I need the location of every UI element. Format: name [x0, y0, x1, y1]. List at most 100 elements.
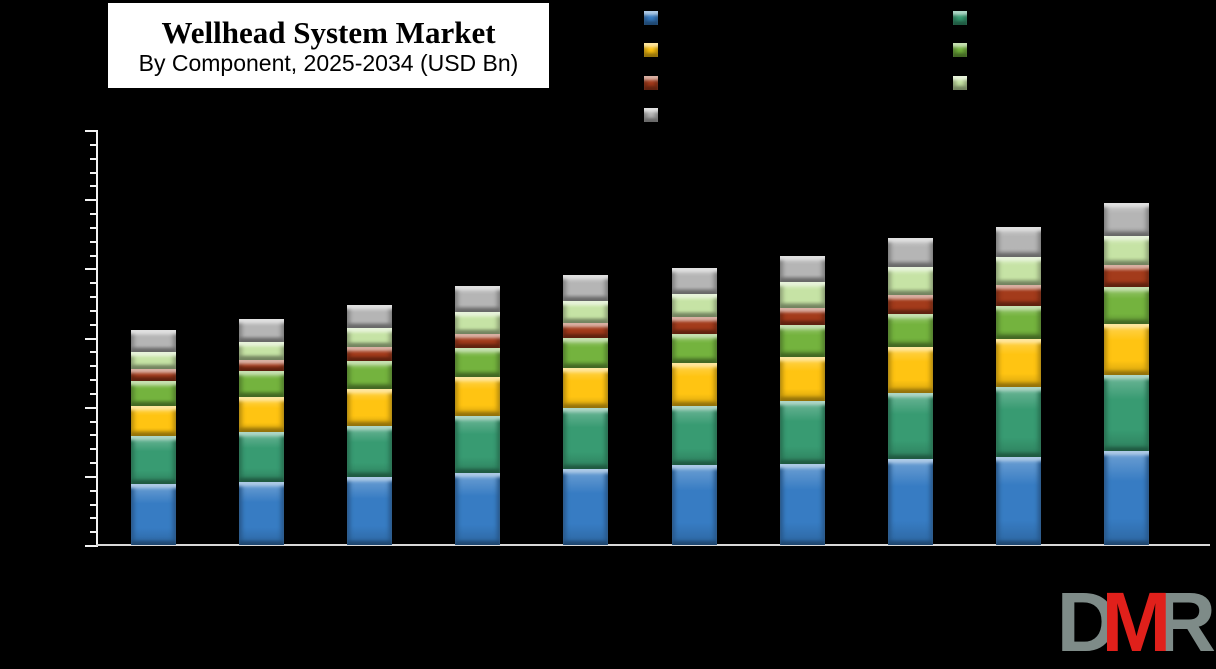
bar-segment-series-gray	[347, 305, 392, 328]
x-axis-label: 2032	[895, 551, 925, 566]
legend-key-series-teal-green	[953, 11, 967, 25]
x-axis-label: 2033	[1003, 551, 1033, 566]
bar-segment-series-blue	[996, 457, 1041, 545]
y-axis-tick	[85, 268, 96, 270]
y-axis-tick	[90, 517, 96, 519]
y-axis-tick	[90, 296, 96, 298]
bar-segment-series-blue	[672, 465, 717, 545]
bar-segment-series-teal-green	[239, 432, 284, 482]
y-axis-tick	[90, 144, 96, 146]
y-axis-tick	[85, 199, 96, 201]
bar-segment-series-blue	[347, 477, 392, 545]
bar-segment-series-teal-green	[672, 406, 717, 465]
bar-segment-series-dark-red	[239, 360, 284, 371]
logo-letter-r: R	[1155, 575, 1216, 669]
bar-segment-series-yellow	[239, 397, 284, 432]
x-axis-line	[96, 544, 1210, 546]
bar-segment-series-yellow	[455, 377, 500, 416]
bar-segment-series-green	[455, 348, 500, 377]
x-axis-label: 2034	[1111, 551, 1141, 566]
bar-segment-series-dark-red	[455, 334, 500, 348]
y-axis-tick	[90, 172, 96, 174]
bar-segment-series-blue	[131, 484, 176, 545]
bar-segment-series-dark-red	[347, 347, 392, 361]
bar-segment-series-dark-red	[1104, 265, 1149, 287]
bar-segment-series-green	[563, 338, 608, 368]
x-axis-label: 2029	[571, 551, 601, 566]
y-axis-tick	[90, 158, 96, 160]
legend-key-series-gray	[644, 108, 658, 122]
bar-segment-series-gray	[780, 256, 825, 282]
bar-segment-series-green	[239, 371, 284, 397]
bar-segment-series-gray	[455, 286, 500, 312]
bar-segment-series-light-green	[1104, 236, 1149, 265]
bar-segment-series-light-green	[131, 352, 176, 369]
bar-segment-series-light-green	[672, 294, 717, 317]
y-axis-tick	[90, 504, 96, 506]
bar-segment-series-blue	[455, 473, 500, 545]
bar-segment-series-light-green	[780, 282, 825, 308]
bar-segment-series-blue	[239, 482, 284, 545]
bar-segment-series-green	[347, 361, 392, 389]
x-axis-label: 2030	[679, 551, 709, 566]
x-axis-label: 2027	[355, 551, 385, 566]
bar-segment-series-teal-green	[131, 436, 176, 484]
y-axis-tick	[85, 130, 96, 132]
bar-segment-series-yellow	[1104, 324, 1149, 375]
legend-key-series-blue	[644, 11, 658, 25]
y-axis-tick	[90, 434, 96, 436]
y-axis-tick	[90, 531, 96, 533]
bar-segment-series-yellow	[347, 389, 392, 426]
y-axis-tick	[85, 407, 96, 409]
y-axis-tick	[90, 379, 96, 381]
bar-segment-series-yellow	[131, 406, 176, 436]
bar-segment-series-green	[780, 325, 825, 357]
bar-segment-series-gray	[672, 268, 717, 294]
y-axis-tick	[90, 227, 96, 229]
y-axis-tick	[90, 365, 96, 367]
bar-segment-series-gray	[888, 238, 933, 267]
bar-segment-series-gray	[996, 227, 1041, 257]
y-axis-tick	[90, 462, 96, 464]
y-axis-tick	[90, 448, 96, 450]
y-axis-tick	[85, 476, 96, 478]
bar-segment-series-yellow	[563, 368, 608, 408]
bar-segment-series-dark-red	[672, 317, 717, 334]
bar-segment-series-yellow	[780, 357, 825, 401]
y-axis-line	[96, 130, 98, 547]
y-axis-tick	[90, 324, 96, 326]
bar-segment-series-light-green	[563, 301, 608, 323]
bar-segment-series-green	[888, 314, 933, 347]
bar-segment-series-yellow	[888, 347, 933, 393]
bar-segment-series-gray	[131, 330, 176, 352]
bar-segment-series-light-green	[888, 267, 933, 295]
y-axis-tick	[85, 545, 96, 547]
x-axis-label: 2025	[139, 551, 169, 566]
bar-segment-series-gray	[239, 319, 284, 342]
y-axis-tick	[90, 310, 96, 312]
bar-segment-series-green	[996, 306, 1041, 339]
logo-letter-d: D	[1056, 575, 1118, 669]
bar-segment-series-teal-green	[996, 387, 1041, 457]
bar-segment-series-teal-green	[347, 426, 392, 477]
bar-segment-series-dark-red	[996, 285, 1041, 306]
y-axis-tick	[90, 282, 96, 284]
x-axis-label: 2031	[787, 551, 817, 566]
bar-segment-series-green	[1104, 287, 1149, 324]
chart-title-box: Wellhead System Market By Component, 202…	[108, 3, 549, 88]
bar-segment-series-blue	[1104, 451, 1149, 545]
bar-segment-series-light-green	[455, 312, 500, 334]
bar-segment-series-dark-red	[888, 295, 933, 314]
legend-key-series-green	[953, 43, 967, 57]
y-axis-tick	[90, 421, 96, 423]
bar-segment-series-light-green	[347, 328, 392, 347]
legend-key-series-light-green	[953, 76, 967, 90]
chart-title: Wellhead System Market	[161, 15, 496, 51]
logo-letter-m: M	[1101, 575, 1172, 669]
y-axis-tick	[90, 393, 96, 395]
bar-segment-series-teal-green	[455, 416, 500, 473]
bar-segment-series-dark-red	[780, 308, 825, 325]
x-axis-label: 2026	[247, 551, 277, 566]
legend-key-series-dark-red	[644, 76, 658, 90]
bar-segment-series-gray	[1104, 203, 1149, 236]
